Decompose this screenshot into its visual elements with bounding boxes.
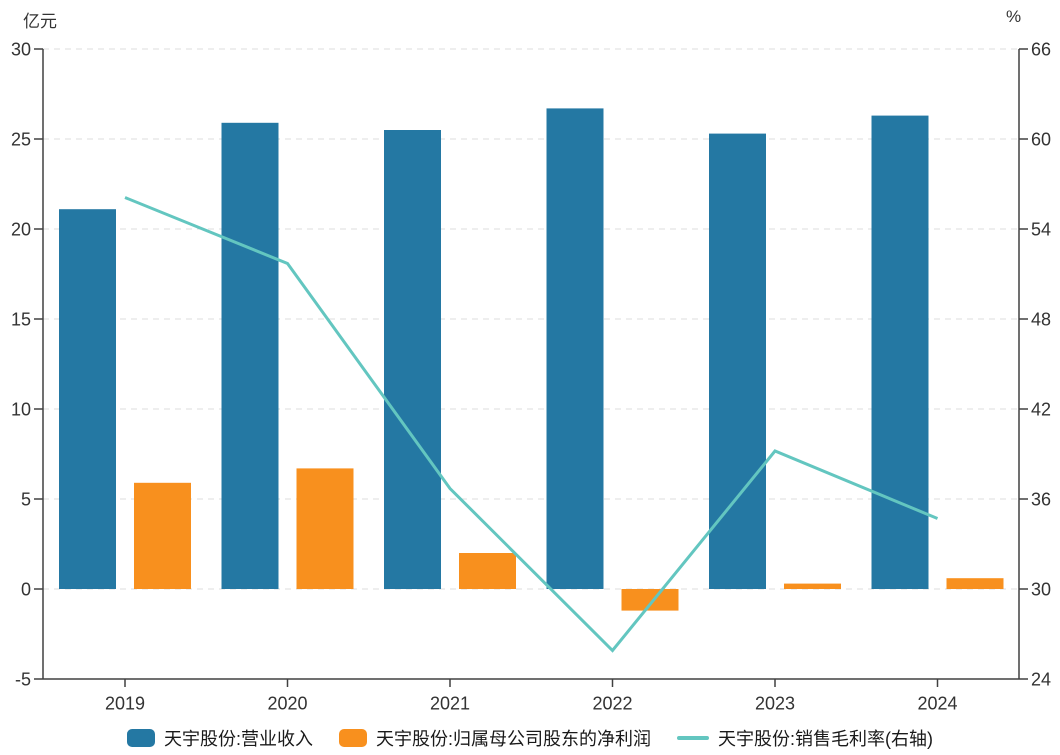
- left-axis-tick-label: 10: [11, 399, 31, 419]
- gross-margin-line: [124, 196, 939, 653]
- x-axis-tick-label: 2022: [592, 693, 632, 713]
- x-axis-tick-label: 2020: [267, 693, 307, 713]
- left-axis-tick-label: 20: [11, 219, 31, 239]
- left-axis-tick-label: 5: [21, 489, 31, 509]
- left-axis-tick-label: 30: [11, 39, 31, 59]
- left-axis-tick-label: -5: [15, 669, 31, 689]
- right-axis-tick-label: 30: [1031, 579, 1051, 599]
- bar-net-profit-2019: [134, 482, 191, 589]
- right-axis-unit-label: %: [1006, 7, 1022, 26]
- legend-item-gross-margin: 天宇股份:销售毛利率(右轴): [677, 725, 933, 751]
- right-axis-tick-label: 66: [1031, 39, 1051, 59]
- left-axis-unit-label: 亿元: [23, 12, 57, 31]
- bar-net-profit-2024: [946, 578, 1004, 589]
- legend-label-net-profit: 天宇股份:归属母公司股东的净利润: [376, 729, 651, 749]
- bar-revenue-2022: [546, 108, 604, 590]
- legend-swatch-net-profit: [339, 729, 367, 747]
- left-axis-tick-label: 25: [11, 129, 31, 149]
- right-axis-tick-label: 36: [1031, 489, 1051, 509]
- x-axis-tick-label: 2021: [430, 693, 470, 713]
- bar-revenue-2020: [221, 122, 279, 590]
- bar-revenue-2024: [871, 115, 929, 589]
- legend-swatch-gross-margin: [677, 736, 709, 740]
- bar-net-profit-2021: [459, 553, 516, 589]
- bar-net-profit-2022: [621, 589, 679, 611]
- bar-net-profit-2020: [296, 468, 354, 589]
- left-axis-tick-label: 0: [21, 579, 31, 599]
- right-axis-tick-label: 54: [1031, 219, 1051, 239]
- bar-net-profit-2023: [784, 583, 841, 589]
- legend: 天宇股份:营业收入 天宇股份:归属母公司股东的净利润 天宇股份:销售毛利率(右轴…: [0, 725, 1060, 751]
- right-axis-tick-label: 60: [1031, 129, 1051, 149]
- legend-label-gross-margin: 天宇股份:销售毛利率(右轴): [718, 729, 933, 749]
- legend-item-net-profit: 天宇股份:归属母公司股东的净利润: [339, 725, 651, 751]
- right-axis-tick-label: 24: [1031, 669, 1051, 689]
- right-axis-tick-label: 48: [1031, 309, 1051, 329]
- legend-swatch-revenue: [126, 729, 155, 747]
- bar-revenue-2023: [709, 133, 766, 589]
- x-axis-tick-label: 2024: [917, 693, 957, 713]
- bar-revenue-2019: [59, 209, 116, 589]
- legend-label-revenue: 天宇股份:营业收入: [163, 729, 313, 749]
- x-axis-tick-label: 2023: [755, 693, 795, 713]
- left-axis-tick-label: 15: [11, 309, 31, 329]
- bar-revenue-2021: [384, 130, 441, 589]
- x-axis-tick-label: 2019: [105, 693, 145, 713]
- legend-item-revenue: 天宇股份:营业收入: [126, 725, 313, 751]
- right-axis-tick-label: 42: [1031, 399, 1051, 419]
